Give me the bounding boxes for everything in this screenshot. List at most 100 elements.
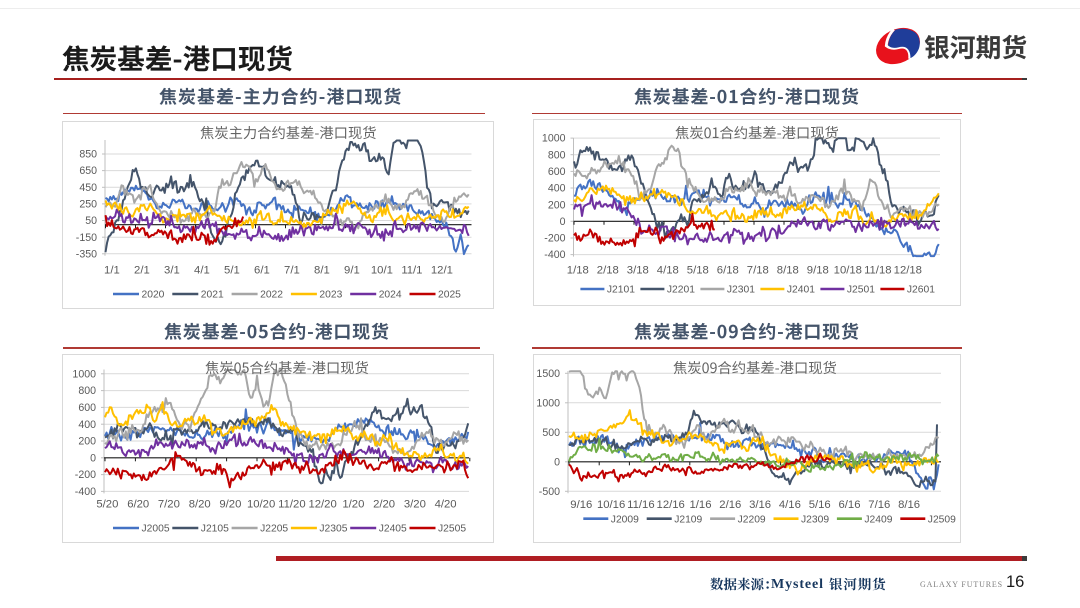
svg-text:-400: -400 xyxy=(544,249,565,261)
svg-text:2/16: 2/16 xyxy=(719,499,741,511)
svg-text:J2501: J2501 xyxy=(847,285,875,296)
svg-text:7/1: 7/1 xyxy=(284,265,300,277)
svg-text:5/20: 5/20 xyxy=(96,499,118,511)
svg-text:J2201: J2201 xyxy=(667,285,695,296)
svg-text:650: 650 xyxy=(79,165,97,177)
svg-text:8/1: 8/1 xyxy=(314,265,330,277)
svg-text:1500: 1500 xyxy=(536,368,560,380)
svg-text:8/16: 8/16 xyxy=(898,499,920,511)
svg-text:12/20: 12/20 xyxy=(308,499,336,511)
svg-text:6/18: 6/18 xyxy=(717,265,739,277)
svg-text:2025: 2025 xyxy=(438,290,461,301)
svg-text:1/18: 1/18 xyxy=(567,265,589,277)
svg-text:12/18: 12/18 xyxy=(894,265,922,277)
svg-text:800: 800 xyxy=(548,149,566,161)
svg-text:50: 50 xyxy=(85,215,97,227)
svg-text:J2105: J2105 xyxy=(201,524,229,535)
svg-text:7/18: 7/18 xyxy=(747,265,769,277)
svg-text:1000: 1000 xyxy=(542,133,566,145)
svg-text:-200: -200 xyxy=(75,469,96,481)
svg-text:J2405: J2405 xyxy=(379,524,407,535)
svg-text:2022: 2022 xyxy=(260,290,283,301)
svg-text:9/20: 9/20 xyxy=(219,499,241,511)
svg-text:J2309: J2309 xyxy=(801,514,829,525)
svg-text:11/1: 11/1 xyxy=(401,265,422,277)
svg-text:10/1: 10/1 xyxy=(371,265,393,277)
svg-text:9/16: 9/16 xyxy=(570,499,592,511)
svg-text:8/20: 8/20 xyxy=(189,499,211,511)
svg-text:J2509: J2509 xyxy=(928,514,956,525)
svg-text:600: 600 xyxy=(548,166,566,178)
svg-text:2/18: 2/18 xyxy=(597,265,619,277)
svg-text:-200: -200 xyxy=(544,233,565,245)
svg-text:J2005: J2005 xyxy=(142,524,170,535)
svg-text:11/18: 11/18 xyxy=(864,265,891,277)
svg-text:7/16: 7/16 xyxy=(868,499,890,511)
svg-text:200: 200 xyxy=(78,436,96,448)
svg-text:5/18: 5/18 xyxy=(687,265,709,277)
svg-text:2/1: 2/1 xyxy=(134,265,150,277)
svg-text:J2401: J2401 xyxy=(787,285,815,296)
svg-text:2/20: 2/20 xyxy=(373,499,395,511)
svg-text:450: 450 xyxy=(79,182,97,194)
svg-text:6/1: 6/1 xyxy=(254,265,270,277)
svg-text:0: 0 xyxy=(554,456,560,468)
svg-text:J2205: J2205 xyxy=(260,524,288,535)
svg-text:11/20: 11/20 xyxy=(278,499,305,511)
svg-text:400: 400 xyxy=(78,419,96,431)
svg-text:9/18: 9/18 xyxy=(807,265,829,277)
svg-text:J2409: J2409 xyxy=(864,514,892,525)
svg-text:4/18: 4/18 xyxy=(657,265,679,277)
svg-text:J2301: J2301 xyxy=(727,285,755,296)
svg-text:250: 250 xyxy=(79,199,97,211)
svg-text:3/18: 3/18 xyxy=(627,265,649,277)
svg-text:J2601: J2601 xyxy=(907,285,935,296)
svg-text:-500: -500 xyxy=(539,486,560,498)
svg-text:1000: 1000 xyxy=(72,368,96,380)
svg-text:1000: 1000 xyxy=(536,397,560,409)
svg-text:11/16: 11/16 xyxy=(627,499,654,511)
svg-text:10/20: 10/20 xyxy=(247,499,275,511)
svg-text:0: 0 xyxy=(560,216,566,228)
svg-text:-150: -150 xyxy=(76,232,97,244)
svg-text:3/20: 3/20 xyxy=(404,499,426,511)
svg-text:2023: 2023 xyxy=(319,290,342,301)
svg-text:J2305: J2305 xyxy=(319,524,347,535)
svg-text:8/18: 8/18 xyxy=(777,265,799,277)
svg-text:J2009: J2009 xyxy=(611,514,639,525)
svg-text:J2109: J2109 xyxy=(674,514,702,525)
svg-text:6/20: 6/20 xyxy=(127,499,149,511)
svg-text:3/16: 3/16 xyxy=(749,499,771,511)
svg-text:10/18: 10/18 xyxy=(834,265,862,277)
svg-text:4/1: 4/1 xyxy=(194,265,210,277)
svg-text:1/16: 1/16 xyxy=(690,499,712,511)
svg-text:-400: -400 xyxy=(75,486,96,498)
svg-text:-350: -350 xyxy=(76,248,97,260)
svg-text:2021: 2021 xyxy=(201,290,224,301)
svg-text:2020: 2020 xyxy=(142,290,165,301)
svg-text:600: 600 xyxy=(78,402,96,414)
svg-text:J2101: J2101 xyxy=(607,285,635,296)
svg-text:9/1: 9/1 xyxy=(344,265,360,277)
svg-text:5/1: 5/1 xyxy=(224,265,240,277)
svg-text:3/1: 3/1 xyxy=(164,265,180,277)
svg-text:4/20: 4/20 xyxy=(435,499,457,511)
svg-text:850: 850 xyxy=(79,149,97,161)
svg-text:500: 500 xyxy=(542,427,560,439)
svg-text:5/16: 5/16 xyxy=(809,499,831,511)
svg-text:J2209: J2209 xyxy=(738,514,766,525)
svg-text:2024: 2024 xyxy=(379,290,402,301)
svg-text:7/20: 7/20 xyxy=(158,499,180,511)
svg-text:12/1: 12/1 xyxy=(431,265,453,277)
svg-text:400: 400 xyxy=(548,183,566,195)
svg-text:12/16: 12/16 xyxy=(657,499,685,511)
svg-text:1/20: 1/20 xyxy=(342,499,364,511)
svg-text:6/16: 6/16 xyxy=(839,499,861,511)
svg-text:10/16: 10/16 xyxy=(597,499,625,511)
svg-text:800: 800 xyxy=(78,385,96,397)
svg-text:J2505: J2505 xyxy=(438,524,466,535)
svg-text:1/1: 1/1 xyxy=(104,265,120,277)
svg-text:200: 200 xyxy=(548,199,566,211)
svg-text:4/16: 4/16 xyxy=(779,499,801,511)
svg-text:0: 0 xyxy=(90,452,96,464)
